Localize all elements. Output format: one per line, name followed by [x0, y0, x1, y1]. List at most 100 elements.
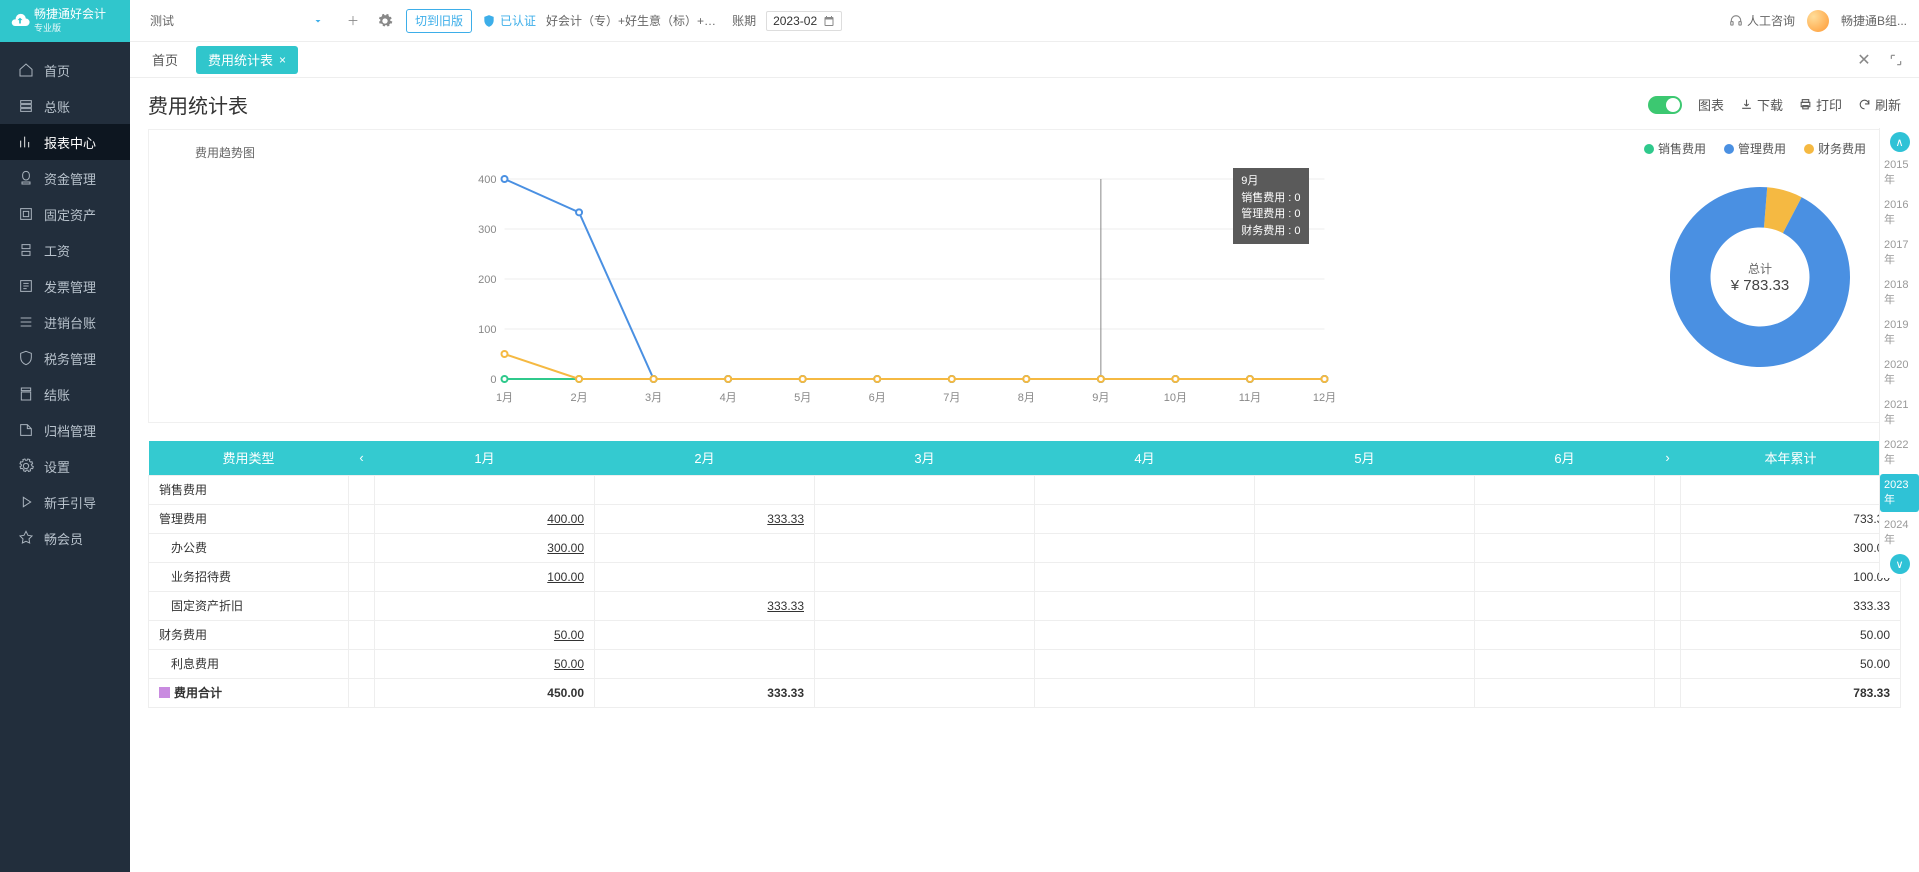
- tab-0[interactable]: 首页: [140, 46, 190, 74]
- user-name: 畅捷通B组...: [1841, 12, 1907, 29]
- year-item[interactable]: 2017年: [1880, 234, 1919, 272]
- th-total: 本年累计: [1681, 441, 1901, 475]
- brand-logo: 畅捷通好会计 专业版: [0, 0, 130, 42]
- chart-card: 费用趋势图 01002003004001月2月3月4月5月6月7月8月9月10月…: [148, 129, 1901, 423]
- tab-1[interactable]: 费用统计表×: [196, 46, 298, 74]
- plan-text: 好会计（专）+好生意（标）+…: [546, 12, 716, 29]
- th-month-6: 6月: [1475, 441, 1655, 475]
- expense-table: 费用类型‹1月2月3月4月5月6月›本年累计销售费用管理费用400.00333.…: [148, 441, 1901, 708]
- nav-icon: [18, 62, 34, 78]
- th-month-2: 2月: [595, 441, 815, 475]
- th-month-5: 5月: [1255, 441, 1475, 475]
- download-icon: [1740, 98, 1753, 111]
- shield-icon: [482, 14, 496, 28]
- year-item[interactable]: 2019年: [1880, 314, 1919, 352]
- line-chart: 01002003004001月2月3月4月5月6月7月8月9月10月11月12月: [169, 169, 1620, 409]
- nav-item-12[interactable]: 新手引导: [0, 484, 130, 520]
- nav-item-7[interactable]: 进销台账: [0, 304, 130, 340]
- gear-icon[interactable]: [374, 10, 396, 32]
- print-icon: [1799, 98, 1812, 111]
- cloud-upload-icon: [10, 11, 30, 31]
- legend-item[interactable]: 财务费用: [1804, 140, 1866, 157]
- nav-item-9[interactable]: 结账: [0, 376, 130, 412]
- year-down-button[interactable]: ∨: [1890, 554, 1910, 574]
- legend: 销售费用 管理费用 财务费用: [1644, 140, 1876, 157]
- th-month-4: 4月: [1035, 441, 1255, 475]
- svg-text:300: 300: [478, 224, 496, 236]
- year-item[interactable]: 2015年: [1880, 154, 1919, 192]
- org-dropdown[interactable]: 测试: [142, 8, 332, 34]
- period-label: 账期: [732, 12, 756, 29]
- nav-icon: [18, 314, 34, 330]
- switch-old-button[interactable]: 切到旧版: [406, 9, 472, 33]
- nav-item-4[interactable]: 固定资产: [0, 196, 130, 232]
- nav-icon: [18, 134, 34, 150]
- table-row: 销售费用: [149, 475, 1901, 504]
- svg-text:10月: 10月: [1164, 392, 1187, 404]
- fullscreen-icon[interactable]: [1883, 47, 1909, 73]
- svg-text:6月: 6月: [869, 392, 886, 404]
- nav-item-10[interactable]: 归档管理: [0, 412, 130, 448]
- support-link[interactable]: 人工咨询: [1729, 12, 1795, 29]
- nav-icon: [18, 278, 34, 294]
- tab-close-icon[interactable]: ×: [279, 53, 286, 67]
- close-all-tabs-button[interactable]: ✕: [1851, 47, 1877, 73]
- chart-toggle-label: 图表: [1698, 95, 1724, 114]
- table-row: 利息费用50.0050.00: [149, 649, 1901, 678]
- nav-icon: [18, 242, 34, 258]
- avatar[interactable]: [1807, 10, 1829, 32]
- th-month-3: 3月: [815, 441, 1035, 475]
- svg-text:8月: 8月: [1018, 392, 1035, 404]
- svg-text:1月: 1月: [496, 392, 513, 404]
- add-icon[interactable]: ＋: [342, 10, 364, 32]
- nav-item-1[interactable]: 总账: [0, 88, 130, 124]
- nav-item-8[interactable]: 税务管理: [0, 340, 130, 376]
- topbar: 测试 ＋ 切到旧版 已认证 好会计（专）+好生意（标）+… 账期 2023-02…: [130, 0, 1919, 42]
- refresh-button[interactable]: 刷新: [1858, 95, 1901, 114]
- nav-item-5[interactable]: 工资: [0, 232, 130, 268]
- svg-text:100: 100: [478, 324, 496, 336]
- nav-item-11[interactable]: 设置: [0, 448, 130, 484]
- nav-icon: [18, 170, 34, 186]
- year-item[interactable]: 2021年: [1880, 394, 1919, 432]
- svg-text:0: 0: [490, 374, 496, 386]
- svg-text:7月: 7月: [943, 392, 960, 404]
- month-next-button[interactable]: ›: [1655, 441, 1681, 475]
- nav-icon: [18, 350, 34, 366]
- nav-item-6[interactable]: 发票管理: [0, 268, 130, 304]
- period-picker[interactable]: 2023-02: [766, 11, 842, 31]
- chart-toggle[interactable]: [1648, 96, 1682, 114]
- page-title: 费用统计表: [148, 90, 248, 119]
- year-up-button[interactable]: ∧: [1890, 132, 1910, 152]
- year-item[interactable]: 2022年: [1880, 434, 1919, 472]
- year-item[interactable]: 2016年: [1880, 194, 1919, 232]
- table-row: 固定资产折旧333.33333.33: [149, 591, 1901, 620]
- svg-text:9月: 9月: [1092, 392, 1109, 404]
- year-item[interactable]: 2018年: [1880, 274, 1919, 312]
- year-item[interactable]: 2024年: [1880, 514, 1919, 552]
- legend-item[interactable]: 管理费用: [1724, 140, 1786, 157]
- year-item[interactable]: 2020年: [1880, 354, 1919, 392]
- svg-text:4月: 4月: [720, 392, 737, 404]
- nav-icon: [18, 530, 34, 546]
- table-row: 财务费用50.0050.00: [149, 620, 1901, 649]
- print-button[interactable]: 打印: [1799, 95, 1842, 114]
- table-row: 业务招待费100.00100.00: [149, 562, 1901, 591]
- nav-item-0[interactable]: 首页: [0, 52, 130, 88]
- download-button[interactable]: 下载: [1740, 95, 1783, 114]
- year-item[interactable]: 2023年: [1880, 474, 1919, 512]
- nav-icon: [18, 422, 34, 438]
- nav-item-3[interactable]: 资金管理: [0, 160, 130, 196]
- table-total-row: 费用合计450.00333.33783.33: [149, 678, 1901, 707]
- sidebar: 畅捷通好会计 专业版 首页总账报表中心资金管理固定资产工资发票管理进销台账税务管…: [0, 0, 130, 872]
- legend-item[interactable]: 销售费用: [1644, 140, 1706, 157]
- brand-sub: 专业版: [34, 21, 106, 34]
- nav-item-13[interactable]: 畅会员: [0, 520, 130, 556]
- nav-item-2[interactable]: 报表中心: [0, 124, 130, 160]
- brand-name: 畅捷通好会计: [34, 8, 106, 21]
- table-row: 管理费用400.00333.33733.33: [149, 504, 1901, 533]
- nav-icon: [18, 494, 34, 510]
- donut-center-value: ¥ 783.33: [1731, 277, 1789, 294]
- org-name: 测试: [150, 12, 174, 29]
- month-prev-button[interactable]: ‹: [349, 441, 375, 475]
